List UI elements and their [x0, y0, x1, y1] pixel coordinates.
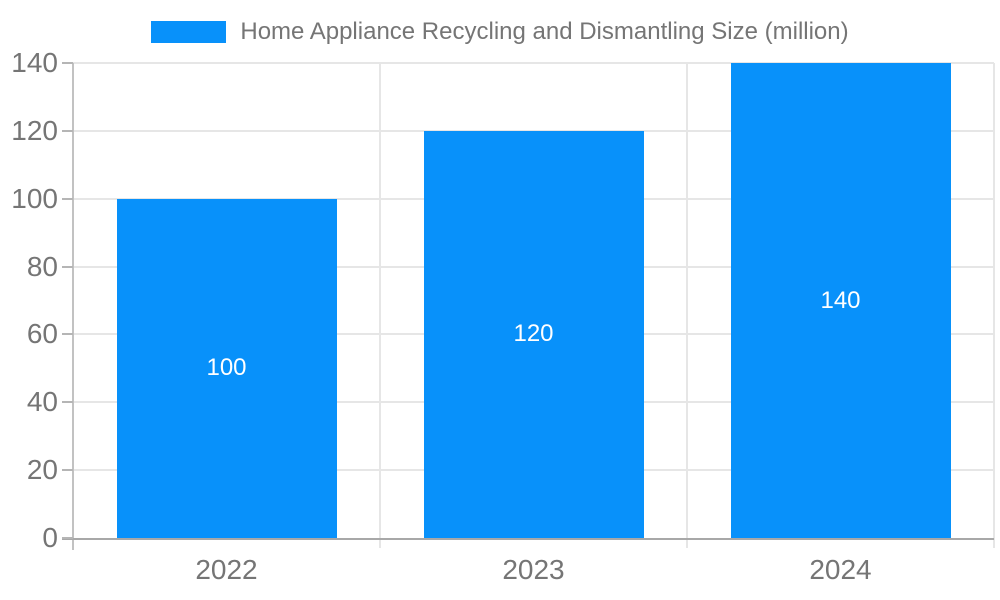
- y-axis-tick: [62, 62, 73, 64]
- gridline-vertical: [993, 63, 995, 548]
- bar[interactable]: [730, 63, 951, 538]
- x-axis-line: [62, 538, 994, 540]
- y-tick-label: 120: [11, 114, 58, 146]
- bar-value-label: 140: [820, 286, 861, 314]
- legend-swatch: [151, 21, 227, 43]
- y-axis-tick: [62, 469, 73, 472]
- x-tick-label: 2023: [502, 554, 565, 585]
- bar[interactable]: [116, 198, 337, 538]
- legend-label: Home Appliance Recycling and Dismantling…: [240, 18, 849, 45]
- bar[interactable]: [423, 130, 644, 538]
- y-tick-label: 140: [11, 47, 58, 78]
- x-tick-label: 2024: [809, 554, 872, 585]
- y-tick-label: 60: [26, 318, 58, 350]
- gridline-horizontal: [73, 129, 994, 132]
- gridline-horizontal: [73, 62, 994, 64]
- y-axis-tick: [62, 265, 73, 268]
- y-tick-label: 80: [26, 250, 58, 282]
- y-tick-label: 20: [26, 454, 58, 486]
- y-axis-tick: [62, 333, 73, 336]
- y-axis-tick: [62, 129, 73, 132]
- y-tick-label: 40: [26, 386, 58, 418]
- y-axis-line: [72, 63, 74, 550]
- gridline-vertical: [379, 63, 381, 548]
- gridline-vertical: [686, 63, 688, 548]
- y-tick-label: 0: [42, 522, 58, 553]
- y-axis-tick: [62, 537, 73, 539]
- bar-value-label: 120: [513, 320, 554, 348]
- legend[interactable]: Home Appliance Recycling and Dismantling…: [0, 16, 1000, 48]
- bar-value-label: 100: [206, 354, 247, 382]
- y-tick-label: 100: [11, 182, 58, 214]
- x-tick-label: 2022: [195, 554, 258, 585]
- y-axis-tick: [62, 401, 73, 404]
- plot-area: 100 120 140: [73, 62, 995, 548]
- y-axis-tick: [62, 197, 73, 200]
